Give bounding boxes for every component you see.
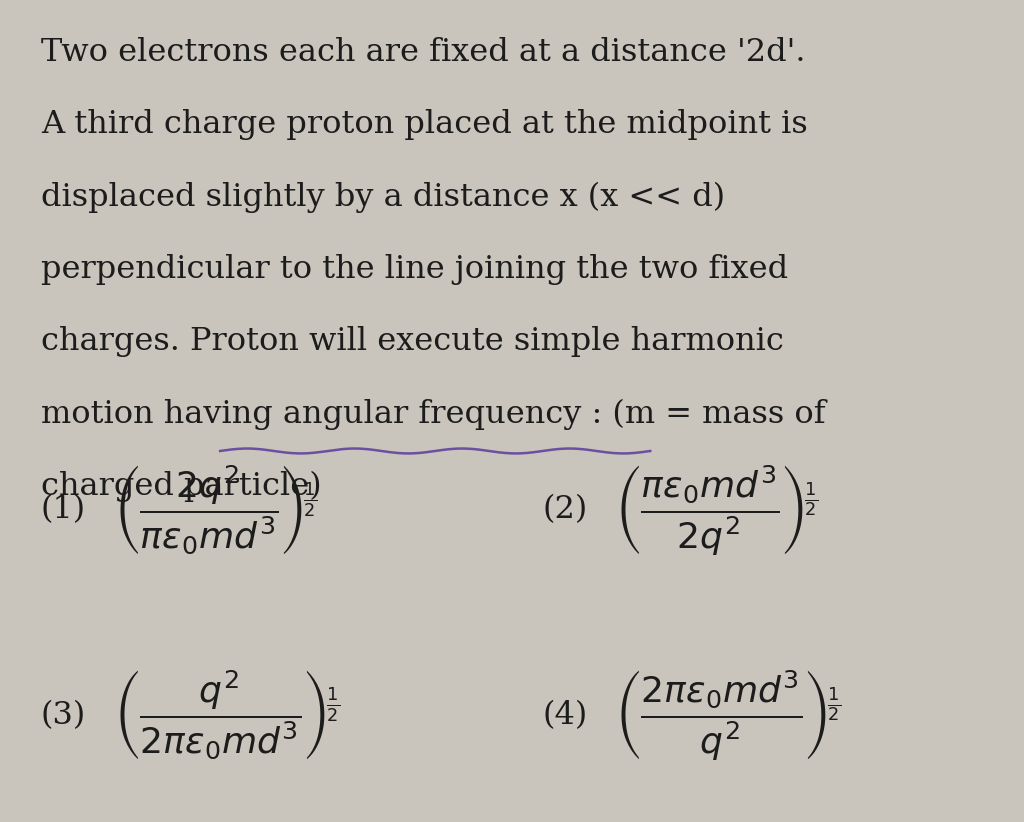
Text: $\left(\dfrac{2q^2}{\pi\varepsilon_0 md^3}\right)^{\!\frac{1}{2}}$: $\left(\dfrac{2q^2}{\pi\varepsilon_0 md^… bbox=[113, 464, 316, 556]
Text: (4): (4) bbox=[543, 700, 588, 731]
Text: (1): (1) bbox=[41, 494, 86, 525]
Text: $\left(\dfrac{\pi\varepsilon_0 md^3}{2q^2}\right)^{\!\frac{1}{2}}$: $\left(\dfrac{\pi\varepsilon_0 md^3}{2q^… bbox=[614, 463, 818, 556]
Text: $\left(\dfrac{2\pi\varepsilon_0 md^3}{q^2}\right)^{\!\frac{1}{2}}$: $\left(\dfrac{2\pi\varepsilon_0 md^3}{q^… bbox=[614, 668, 842, 762]
Text: (3): (3) bbox=[41, 700, 86, 731]
Text: charges. Proton will execute simple harmonic: charges. Proton will execute simple harm… bbox=[41, 326, 783, 358]
Text: charged particle): charged particle) bbox=[41, 471, 322, 502]
Text: displaced slightly by a distance x (x << d): displaced slightly by a distance x (x <<… bbox=[41, 182, 725, 213]
Text: (2): (2) bbox=[543, 494, 588, 525]
Text: Two electrons each are fixed at a distance '2d'.: Two electrons each are fixed at a distan… bbox=[41, 37, 806, 68]
Text: perpendicular to the line joining the two fixed: perpendicular to the line joining the tw… bbox=[41, 254, 788, 285]
Text: motion having angular frequency : (m = mass of: motion having angular frequency : (m = m… bbox=[41, 399, 825, 430]
Text: $\left(\dfrac{q^2}{2\pi\varepsilon_0 md^3}\right)^{\!\frac{1}{2}}$: $\left(\dfrac{q^2}{2\pi\varepsilon_0 md^… bbox=[113, 669, 340, 761]
Text: A third charge proton placed at the midpoint is: A third charge proton placed at the midp… bbox=[41, 109, 808, 141]
